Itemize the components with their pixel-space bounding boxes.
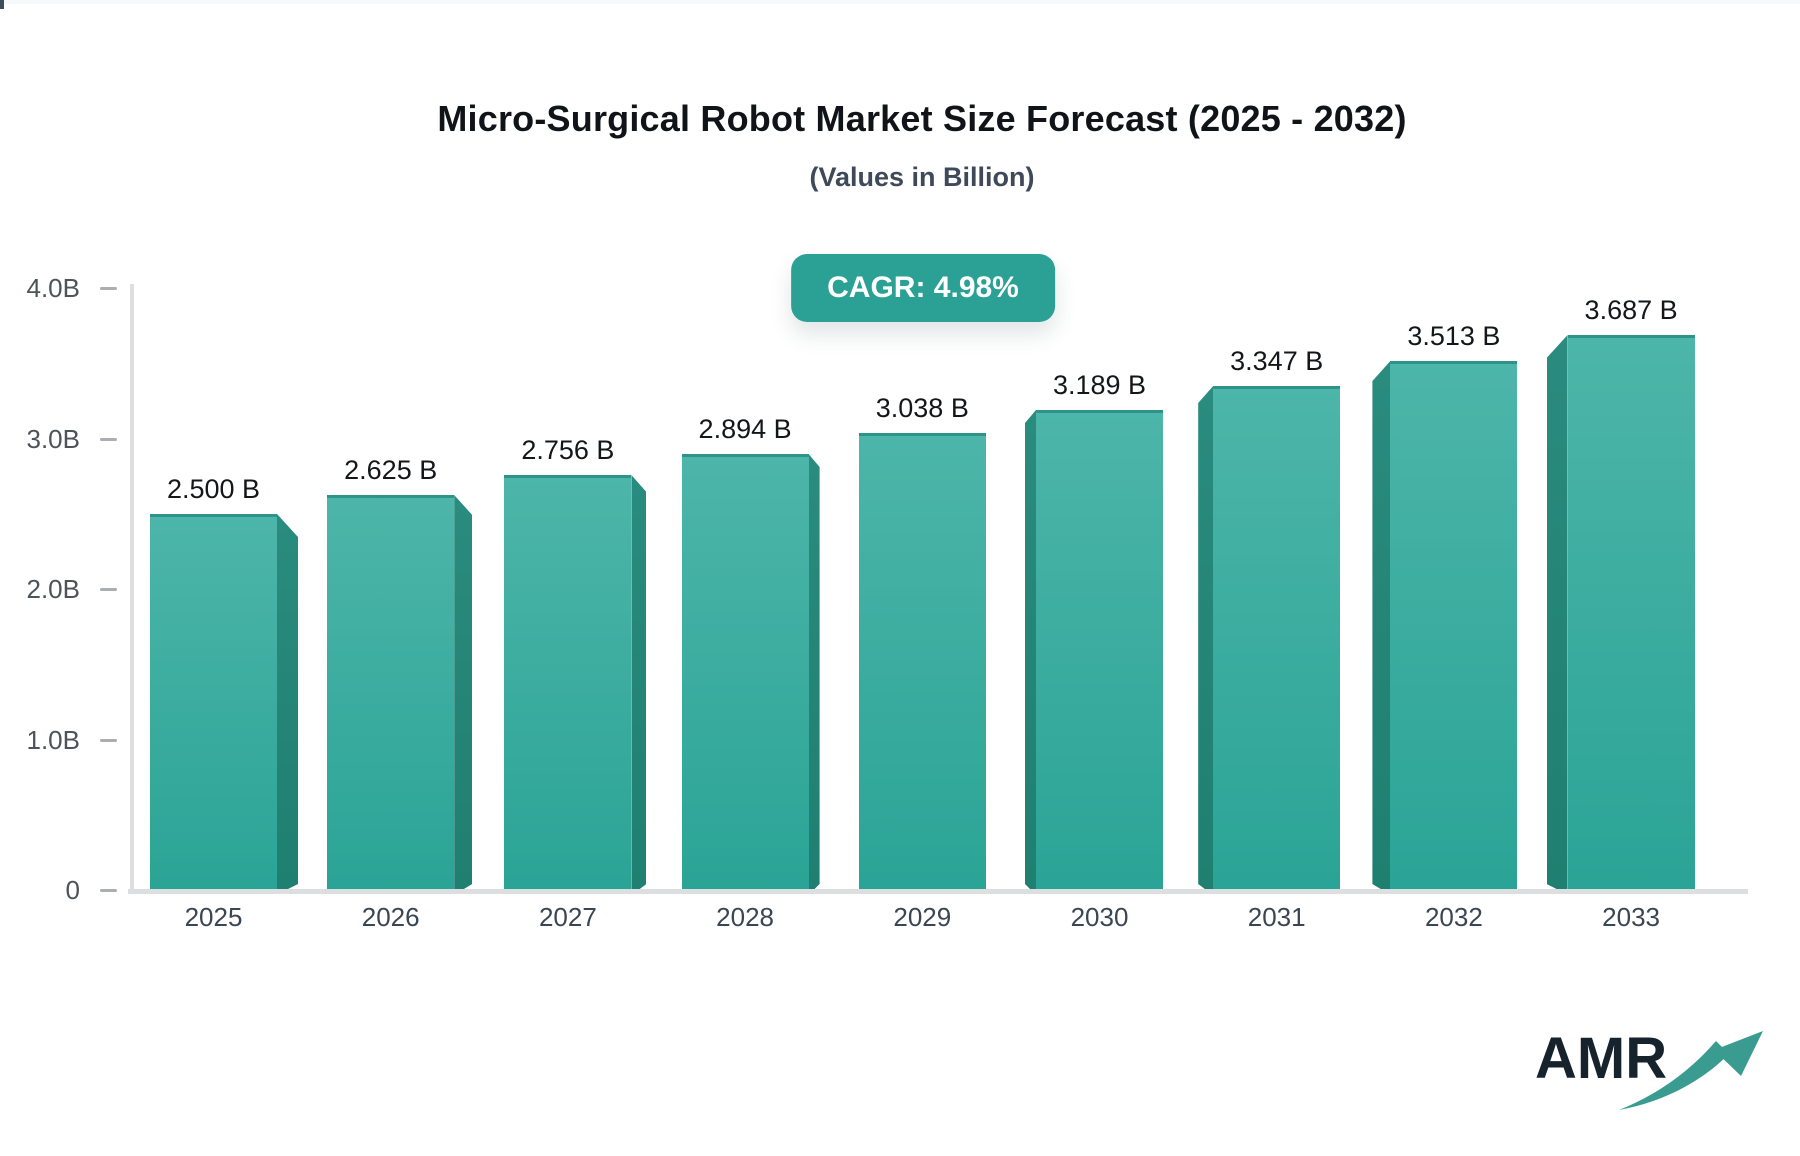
bar-face bbox=[858, 433, 986, 890]
bar-2032 bbox=[1372, 361, 1518, 890]
bar-2025 bbox=[150, 514, 298, 890]
bar-side-face bbox=[631, 475, 647, 890]
bar-side-face bbox=[808, 454, 820, 890]
amr-logo-text: AMR bbox=[1535, 1026, 1668, 1091]
growth-arrow-icon bbox=[1619, 1031, 1763, 1110]
bar-face bbox=[1567, 335, 1695, 890]
chart-title: Micro-Surgical Robot Market Size Forecas… bbox=[437, 98, 1407, 139]
x-axis-label: 2031 bbox=[1247, 902, 1306, 932]
x-axis-label: 2032 bbox=[1424, 902, 1483, 932]
bar-value-label: 3.347 B bbox=[1230, 346, 1324, 376]
amr-logo: AMR bbox=[1535, 1030, 1775, 1120]
screenshot-corner-mark bbox=[0, 0, 4, 9]
y-axis-tick-dash bbox=[100, 287, 117, 290]
bar-2028 bbox=[681, 454, 820, 890]
bar-2027 bbox=[504, 475, 647, 890]
x-axis-label: 2025 bbox=[184, 902, 243, 932]
cagr-badge: CAGR: 4.98% bbox=[791, 254, 1055, 322]
x-axis-label: 2028 bbox=[716, 902, 775, 932]
bar-value-label: 3.687 B bbox=[1584, 295, 1678, 325]
bar-value-label: 3.038 B bbox=[875, 393, 969, 423]
y-axis-tick-dash bbox=[100, 588, 117, 591]
bar-value-label: 2.625 B bbox=[344, 455, 438, 485]
bar-face bbox=[150, 514, 277, 890]
bar-face bbox=[1036, 410, 1163, 890]
y-axis-tick-dash bbox=[100, 738, 117, 742]
x-axis-label: 2026 bbox=[361, 902, 420, 932]
bar-face bbox=[504, 475, 632, 890]
y-axis-tick-label: 0 bbox=[65, 875, 80, 905]
bar-2026 bbox=[327, 495, 473, 890]
x-axis-baseline bbox=[128, 889, 1748, 894]
y-axis-tick-label: 4.0B bbox=[26, 273, 81, 303]
x-axis-label: 2027 bbox=[538, 902, 597, 932]
x-axis-label: 2030 bbox=[1070, 902, 1129, 932]
y-axis-tick-label: 3.0B bbox=[26, 423, 81, 454]
chart-subtitle: (Values in Billion) bbox=[809, 162, 1035, 192]
bar-side-face bbox=[454, 495, 473, 890]
bar-side-face bbox=[1372, 361, 1391, 890]
bar-value-label: 2.500 B bbox=[166, 474, 261, 504]
bar-value-label: 3.513 B bbox=[1407, 321, 1501, 351]
bar-side-face bbox=[277, 514, 298, 890]
bar-face bbox=[327, 495, 455, 890]
bar-value-label: 3.189 B bbox=[1052, 370, 1147, 400]
x-axis-label: 2033 bbox=[1602, 902, 1661, 932]
bar-side-face bbox=[1546, 335, 1568, 890]
y-axis-tick-label: 1.0B bbox=[26, 724, 81, 755]
bar-side-face bbox=[1025, 410, 1036, 890]
bar-face bbox=[1390, 361, 1518, 890]
y-axis-tick-dash bbox=[100, 889, 117, 892]
bar-2030 bbox=[1025, 410, 1163, 890]
bar-value-label: 2.756 B bbox=[521, 435, 615, 465]
bar-value-label: 2.894 B bbox=[698, 414, 792, 444]
screenshot-top-strip bbox=[0, 0, 1800, 4]
bar-face bbox=[681, 454, 809, 890]
bar-2029 bbox=[858, 433, 986, 890]
bar-face bbox=[1213, 386, 1341, 890]
y-axis-line bbox=[130, 284, 134, 894]
y-axis-tick-dash bbox=[100, 437, 117, 441]
x-axis-label: 2029 bbox=[893, 902, 952, 932]
y-axis-tick-label: 2.0B bbox=[26, 574, 81, 604]
bar-side-face bbox=[1198, 386, 1214, 890]
bar-2033 bbox=[1546, 335, 1695, 890]
bar-2031 bbox=[1198, 386, 1341, 890]
